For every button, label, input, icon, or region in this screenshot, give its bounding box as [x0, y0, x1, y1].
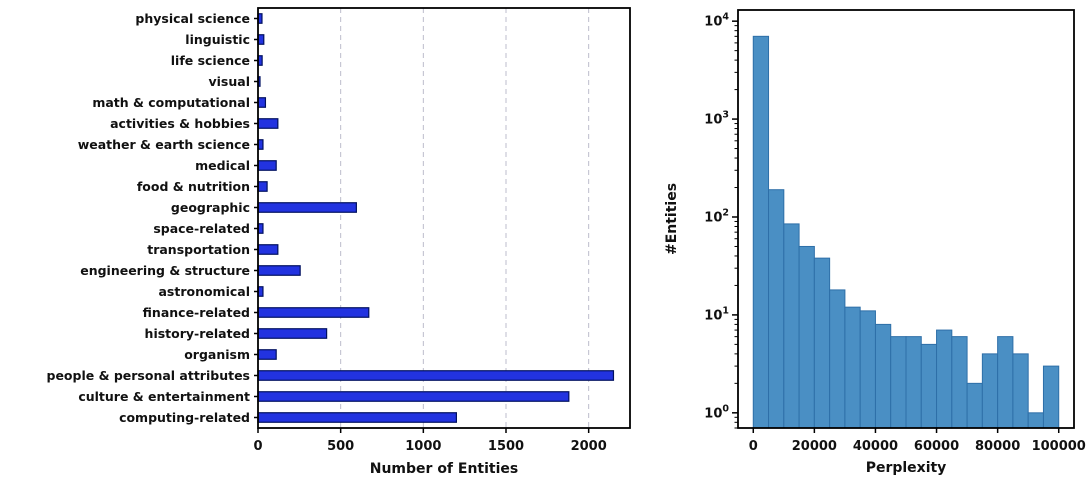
hist-bar-7	[859, 310, 876, 429]
hist-bar-0	[752, 35, 770, 429]
hist-bar-19	[1042, 365, 1060, 429]
category-label: transportation	[147, 242, 250, 257]
x-tick-label: 500	[327, 439, 354, 454]
hist-bar-3	[798, 245, 815, 429]
plot-frame	[737, 9, 1075, 429]
category-label: finance-related	[143, 305, 250, 320]
category-label: visual	[209, 74, 251, 89]
perplexity-histogram-svg: 100 101 102 103 104 0 20000 40000 60000 80000 1000…	[664, 9, 1086, 476]
bar-7	[257, 160, 277, 171]
x-tick-label: 100000	[1032, 439, 1086, 454]
hist-bar-17	[1012, 353, 1029, 429]
bar-4	[257, 97, 267, 108]
category-label: linguistic	[185, 32, 250, 47]
category-label: astronomical	[158, 284, 250, 299]
hist-bar-6	[844, 306, 861, 429]
x-tick-label: 1500	[488, 439, 524, 454]
bar-18	[257, 391, 570, 402]
hist-bar-11	[920, 343, 938, 429]
x-tick-label: 0	[253, 439, 262, 454]
perplexity-histogram: 100 101 102 103 104 0 20000 40000 60000 80000 1000…	[650, 0, 1088, 482]
x-tick-label: 0	[749, 439, 758, 454]
category-label: medical	[195, 158, 250, 173]
bar-16	[257, 349, 277, 360]
hist-bar-10	[905, 336, 922, 429]
hist-bar-16	[997, 336, 1014, 429]
hist-bar-13	[951, 336, 968, 429]
category-label: physical science	[135, 11, 250, 26]
category-label: food & nutrition	[137, 179, 250, 194]
bar-15	[257, 328, 328, 339]
category-label: people & personal attributes	[47, 368, 251, 383]
category-label: computing-related	[119, 410, 250, 425]
y-tick-label: 101	[704, 305, 729, 323]
x-tick-label: 20000	[792, 439, 837, 454]
x-tick-label: 1000	[405, 439, 441, 454]
hist-bar-14	[966, 382, 983, 429]
y-tick-label: 102	[704, 207, 729, 225]
category-label: life science	[171, 53, 250, 68]
category-label: organism	[184, 347, 250, 362]
x-tick-label: 60000	[914, 439, 959, 454]
category-label: activities & hobbies	[110, 116, 250, 131]
category-label: history-related	[145, 326, 250, 341]
bar-12	[257, 265, 301, 276]
plot-frame	[257, 7, 631, 429]
bar-5	[257, 118, 279, 129]
hist-bar-8	[874, 323, 892, 429]
y-tick-label: 104	[704, 12, 729, 30]
category-label: math & computational	[92, 95, 250, 110]
y-tick-label: 100	[704, 403, 729, 421]
bar-9	[257, 202, 357, 213]
category-label: culture & entertainment	[78, 389, 250, 404]
category-label: engineering & structure	[80, 263, 250, 278]
hist-bar-15	[981, 353, 999, 429]
hist-bar-1	[768, 189, 785, 429]
x-axis-title: Perplexity	[866, 460, 947, 476]
y-axis-title: #Entities	[664, 183, 680, 255]
category-label: geographic	[171, 200, 250, 215]
x-tick-label: 40000	[853, 439, 898, 454]
hist-bar-9	[890, 336, 907, 429]
hist-bar-18	[1027, 412, 1044, 429]
hist-bar-2	[783, 223, 800, 429]
x-tick-label: 2000	[571, 439, 607, 454]
hist-bar-12	[936, 329, 953, 429]
category-label: space-related	[153, 221, 250, 236]
category-label: weather & earth science	[78, 137, 250, 152]
y-tick-label: 103	[704, 110, 729, 128]
bar-14	[257, 307, 370, 318]
bar-11	[257, 244, 279, 255]
hist-bar-5	[829, 289, 846, 429]
x-tick-label: 80000	[975, 439, 1020, 454]
entity-category-bar-chart-svg: physical science linguistic life science vi…	[47, 7, 631, 477]
bar-17	[257, 370, 615, 381]
bar-19	[257, 412, 457, 423]
bar-8	[257, 181, 268, 192]
x-axis-title: Number of Entities	[370, 461, 519, 477]
entity-category-bar-chart: physical science linguistic life science vi…	[47, 7, 631, 477]
hist-bar-4	[813, 257, 831, 429]
